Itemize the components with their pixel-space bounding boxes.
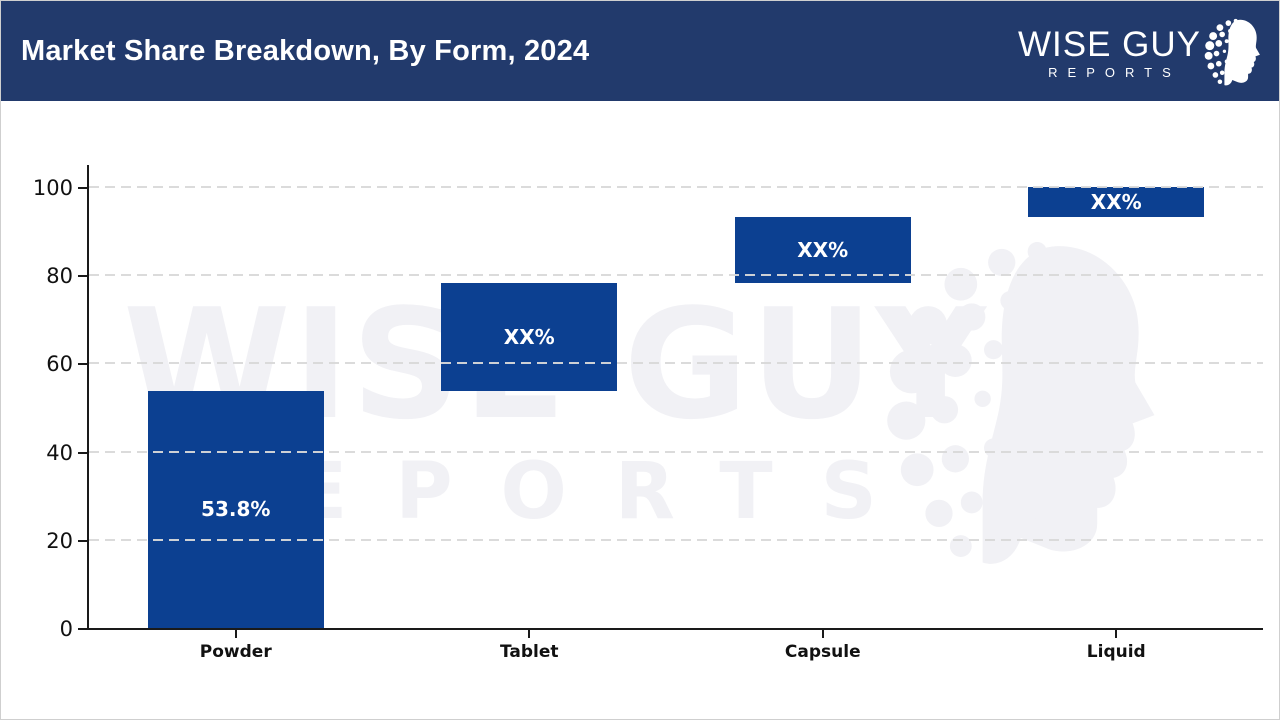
gridline bbox=[89, 450, 1263, 453]
logo-subtext: REPORTS bbox=[1048, 65, 1181, 80]
x-tick-label-tablet: Tablet bbox=[499, 642, 559, 662]
y-tick-label: 0 bbox=[59, 617, 73, 641]
y-tick-label: 80 bbox=[46, 264, 73, 289]
x-tick-mark bbox=[1115, 630, 1118, 638]
y-tick-mark bbox=[78, 539, 87, 542]
gridline bbox=[89, 274, 1263, 277]
logo-wordmark: WISE GUY bbox=[1017, 25, 1201, 64]
y-tick-label: 60 bbox=[46, 352, 73, 377]
y-tick-mark bbox=[78, 363, 87, 366]
y-axis-line bbox=[87, 164, 89, 630]
x-tick-label-capsule: Capsule bbox=[784, 642, 861, 662]
bar-value-label: XX% bbox=[503, 324, 555, 349]
bar-tablet bbox=[441, 282, 618, 391]
y-tick-label: 20 bbox=[46, 528, 73, 553]
x-tick-mark bbox=[528, 630, 531, 638]
wiseguy-logo: WISE GUY REPORTS bbox=[1018, 14, 1265, 92]
bar-value-label: XX% bbox=[797, 237, 849, 262]
gridline bbox=[89, 362, 1263, 365]
y-tick-mark bbox=[78, 628, 87, 630]
bar-liquid bbox=[1028, 187, 1205, 217]
bar-capsule bbox=[734, 216, 911, 283]
y-tick-label: 40 bbox=[46, 440, 73, 465]
gridline bbox=[89, 538, 1263, 541]
y-tick-mark bbox=[78, 451, 87, 454]
x-tick-mark bbox=[234, 630, 237, 638]
y-tick-mark bbox=[78, 275, 87, 278]
chart-title: Market Share Breakdown, By Form, 2024 bbox=[21, 34, 590, 67]
bar-value-label: 53.8% bbox=[201, 497, 271, 522]
bar-powder bbox=[147, 390, 324, 628]
x-tick-label-liquid: Liquid bbox=[1086, 642, 1146, 662]
x-tick-label-powder: Powder bbox=[199, 642, 272, 662]
y-tick-mark bbox=[78, 187, 87, 189]
header: Market Share Breakdown, By Form, 2024 WI… bbox=[1, 1, 1279, 101]
bar-value-label: XX% bbox=[1090, 189, 1142, 214]
x-tick-mark bbox=[821, 630, 824, 638]
dotted-head-icon bbox=[1204, 18, 1260, 86]
x-axis-line bbox=[87, 628, 1263, 630]
gridline bbox=[89, 186, 1263, 188]
y-tick-label: 100 bbox=[32, 176, 73, 200]
